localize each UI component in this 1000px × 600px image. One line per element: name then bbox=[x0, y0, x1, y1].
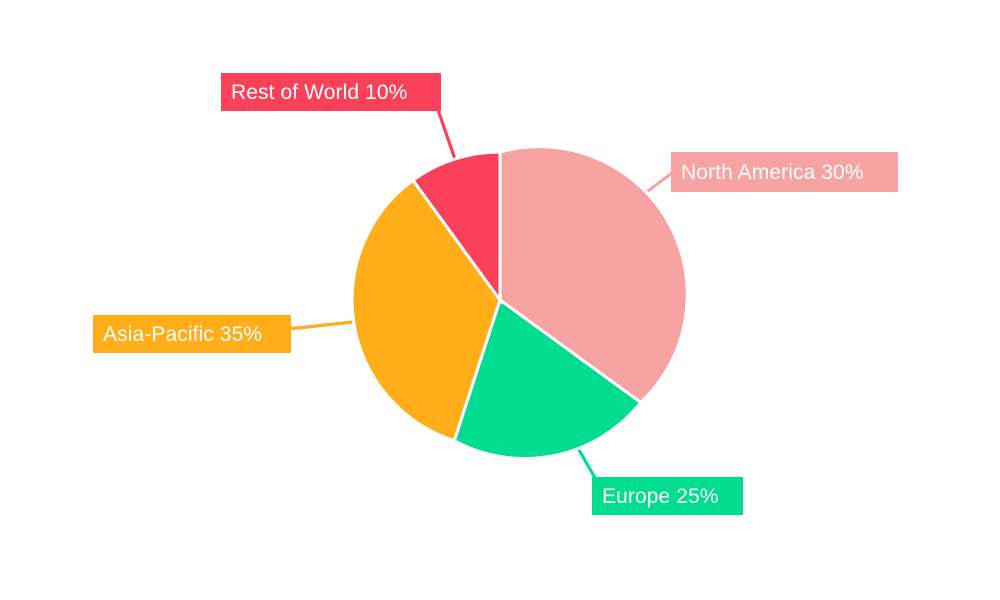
pie-slice-north-america[interactable] bbox=[498, 145, 689, 405]
pie-slice-asia-pacific[interactable] bbox=[350, 178, 502, 443]
pie-slice-europe[interactable] bbox=[452, 297, 643, 460]
pie-label-rest-of-world[interactable]: Rest of World 10% bbox=[221, 73, 441, 111]
leader-line-rest-of-world bbox=[435, 106, 458, 163]
pie-slice-rest-of-world[interactable] bbox=[410, 150, 502, 305]
pie-label-asia-pacific[interactable]: Asia-Pacific 35% bbox=[93, 315, 291, 353]
pie-label-europe[interactable]: Europe 25% bbox=[592, 477, 743, 515]
leader-line-asia-pacific bbox=[287, 320, 354, 331]
pie-label-north-america[interactable]: North America 30% bbox=[671, 152, 898, 192]
